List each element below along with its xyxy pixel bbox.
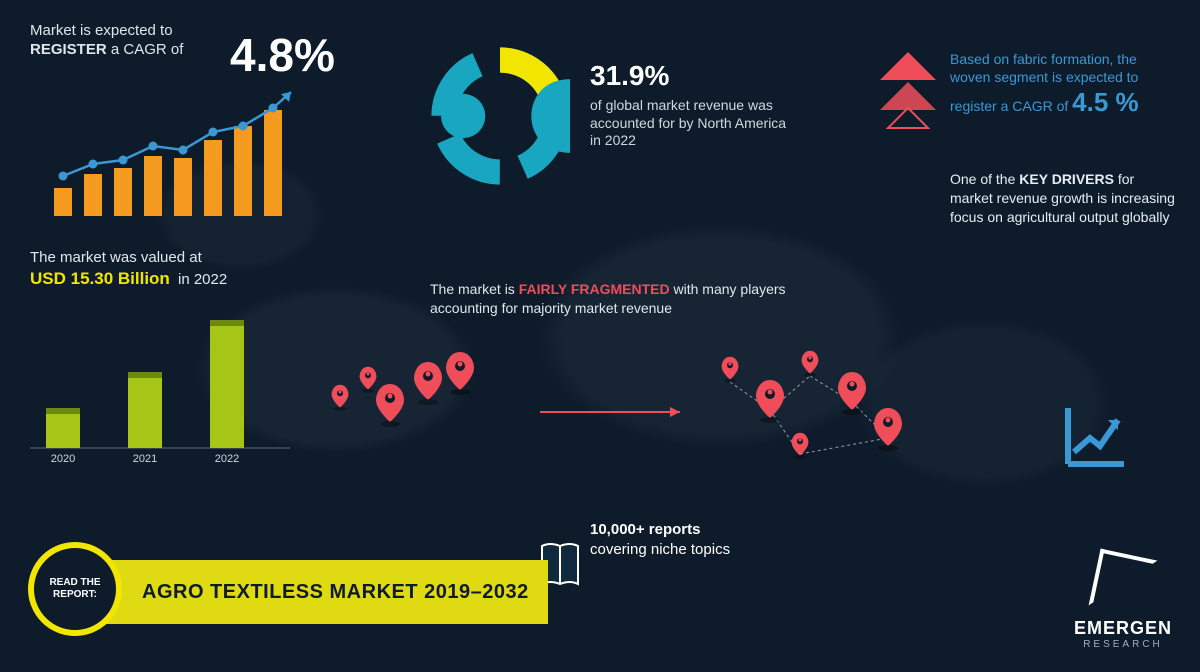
valuation-pre: The market was valued at [30, 248, 290, 268]
fabric-block: Based on fabric formation, the woven seg… [950, 50, 1180, 120]
svg-text:2022: 2022 [215, 453, 239, 465]
donut-chart [430, 46, 570, 186]
growth-icon [1060, 400, 1132, 477]
fabric-l2: woven segment is expected to [950, 68, 1180, 86]
drivers-block: One of the KEY DRIVERS for market revenu… [950, 170, 1180, 227]
na-percent: 31.9% [590, 58, 790, 93]
fragmented-block: The market is FAIRLY FRAGMENTED with man… [430, 280, 790, 318]
reports-block: 10,000+ reports covering niche topics [590, 520, 830, 559]
fragmented-highlight: FAIRLY FRAGMENTED [519, 281, 670, 297]
valuation-value: USD 15.30 Billion [30, 269, 170, 288]
cagr-block: Market is expected to REGISTER a CAGR of… [30, 22, 350, 60]
person-icon [430, 46, 570, 186]
report-title: AGRO TEXTILESS MARKET 2019–2032 [88, 560, 548, 624]
reports-sub: covering niche topics [590, 540, 830, 560]
fabric-l3: register a CAGR of 4.5 % [950, 86, 1180, 120]
growth-chart [48, 86, 308, 216]
brand-logo: EMERGEN RESEARCH [1074, 554, 1172, 650]
svg-text:2020: 2020 [51, 453, 75, 465]
report-badge[interactable]: AGRO TEXTILESS MARKET 2019–2032 READ THE… [28, 540, 548, 640]
north-america-block: 31.9% of global market revenue was accou… [590, 58, 790, 150]
valuation-post: in 2022 [178, 271, 227, 288]
brand-sub: RESEARCH [1074, 639, 1172, 650]
cagr-suffix: a CAGR of [111, 41, 184, 58]
valuation-chart: 2020 2021 2022 [30, 316, 290, 466]
brand-mark-icon [1089, 549, 1158, 618]
brand-name: EMERGEN [1074, 618, 1172, 639]
valuation-block: The market was valued at USD 15.30 Billi… [30, 248, 290, 290]
svg-text:2021: 2021 [133, 453, 157, 465]
report-circle: READ THE REPORT: [28, 542, 122, 636]
pins-field [300, 340, 940, 490]
fabric-value: 4.5 % [1072, 87, 1139, 117]
reports-headline: 10,000+ reports [590, 520, 830, 540]
fabric-l1: Based on fabric formation, the [950, 50, 1180, 68]
drivers-bold: KEY DRIVERS [1019, 171, 1114, 187]
cagr-register: REGISTER [30, 41, 111, 58]
cagr-line1: Market is expected to [30, 22, 173, 39]
na-text: of global market revenue was accounted f… [590, 97, 790, 150]
up-arrows-icon [880, 52, 940, 141]
cagr-value: 4.8% [230, 28, 335, 82]
